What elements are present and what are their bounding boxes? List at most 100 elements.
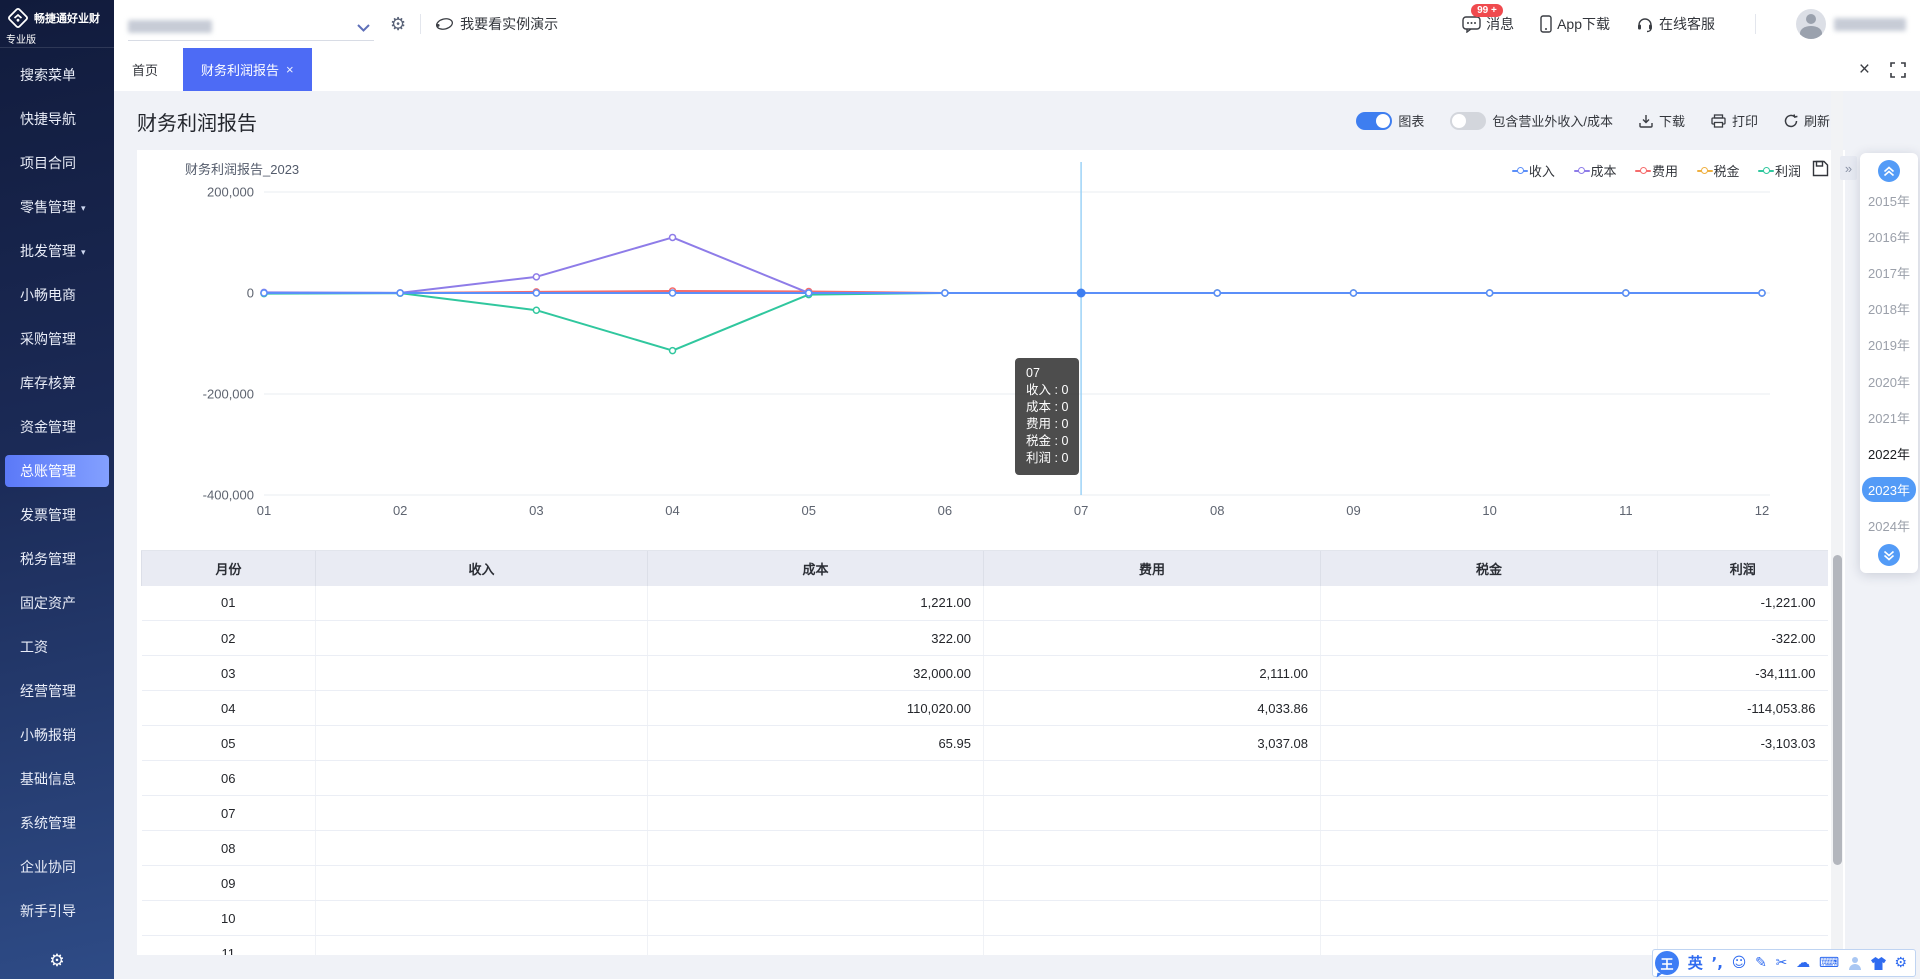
ime-settings-gear-icon[interactable]: ⚙ — [1894, 955, 1907, 971]
sidebar-item[interactable]: 工资 — [0, 625, 114, 669]
sidebar-item-label: 固定资产 — [20, 595, 76, 611]
legend-item[interactable]: 成本 — [1573, 161, 1616, 180]
svg-text:10: 10 — [1482, 503, 1496, 518]
ime-language-toggle[interactable]: 英 — [1687, 953, 1703, 972]
cell-cost — [647, 795, 984, 831]
sidebar-item[interactable]: 批发管理 ▾ — [0, 229, 114, 273]
legend-dot-marker — [1701, 167, 1709, 174]
close-all-tabs-icon[interactable]: × — [1858, 59, 1870, 80]
legend-label: 税金 — [1713, 164, 1740, 179]
sidebar-item-label: 批发管理 — [20, 243, 76, 259]
chart-toggle[interactable]: 图表 — [1356, 111, 1424, 130]
tabbar-tools: × — [1859, 48, 1906, 91]
sidebar-item-label: 企业协同 — [20, 859, 76, 875]
ime-logo-icon[interactable]: 王 — [1655, 951, 1679, 975]
ime-account-icon[interactable] — [1848, 956, 1862, 970]
download-button[interactable]: 下载 — [1639, 111, 1685, 130]
tab-close-icon[interactable]: × — [286, 62, 294, 77]
year-option[interactable]: 2016年 — [1868, 229, 1910, 245]
org-selector[interactable] — [128, 7, 374, 41]
print-button[interactable]: 打印 — [1711, 111, 1758, 130]
year-option[interactable]: 2021年 — [1868, 410, 1910, 426]
online-support-button[interactable]: 在线客服 — [1636, 14, 1715, 34]
sidebar-item[interactable]: 小畅报销 — [0, 713, 114, 757]
ime-clipboard-scissors-icon[interactable]: ✂ — [1775, 955, 1788, 971]
sidebar-item[interactable]: 资金管理 — [0, 405, 114, 449]
scrollbar-track[interactable] — [1831, 91, 1843, 979]
tooltip-row: 费用 : 0 — [1026, 417, 1069, 431]
scroll-years-down-button[interactable] — [1878, 544, 1900, 566]
tooltip-row: 利润 : 0 — [1026, 451, 1069, 465]
chart-legend: 收入 成本 费用 — [1512, 161, 1801, 180]
year-option[interactable]: 2023年 — [1862, 477, 1916, 503]
legend-item[interactable]: 税金 — [1696, 161, 1740, 180]
cell-expense: 3,037.08 — [983, 725, 1321, 761]
sidebar-item[interactable]: 搜索菜单 — [0, 53, 114, 97]
cell-profit — [1657, 795, 1828, 831]
sidebar-item[interactable]: 固定资产 — [0, 581, 114, 625]
sidebar-item-label: 搜索菜单 — [20, 67, 76, 83]
year-option[interactable]: 2019年 — [1868, 338, 1910, 354]
sidebar-item[interactable]: 零售管理 ▾ — [0, 185, 114, 229]
ime-cloud-icon[interactable]: ☁ — [1796, 955, 1811, 971]
legend-item[interactable]: 利润 — [1758, 161, 1801, 180]
demo-link[interactable]: 我要看实例演示 — [435, 14, 558, 34]
table-header-cell: 收入 — [315, 550, 648, 586]
sidebar-item[interactable]: 经营管理 — [0, 669, 114, 713]
ime-keyboard-icon[interactable]: ⌨ — [1818, 955, 1840, 971]
ime-punctuation-icon[interactable]: ’, — [1711, 953, 1723, 972]
table-row: 06 — [141, 760, 1828, 796]
tab[interactable]: 首页 — [114, 48, 183, 91]
fullscreen-icon[interactable] — [1890, 61, 1906, 78]
sidebar-item[interactable]: 基础信息 — [0, 757, 114, 801]
sidebar-item[interactable]: 总账管理 — [5, 455, 109, 487]
save-chart-icon[interactable] — [1812, 160, 1829, 177]
nonoperating-toggle-switch[interactable] — [1450, 111, 1487, 130]
sidebar-item[interactable]: 系统管理 — [0, 801, 114, 845]
ime-skin-shirt-icon[interactable] — [1870, 956, 1886, 970]
year-option[interactable]: 2015年 — [1868, 193, 1910, 209]
scrollbar-thumb[interactable] — [1832, 555, 1842, 865]
cell-cost — [647, 900, 984, 936]
chart-toggle-switch[interactable] — [1356, 111, 1393, 130]
ime-handwriting-icon[interactable]: ✎ — [1755, 955, 1767, 971]
avatar — [1796, 9, 1826, 39]
sidebar-item[interactable]: 企业协同 — [0, 845, 114, 889]
year-option[interactable]: 2017年 — [1868, 265, 1910, 281]
user-account[interactable] — [1796, 9, 1906, 39]
sidebar-item[interactable]: 库存核算 — [0, 361, 114, 405]
legend-item[interactable]: 费用 — [1635, 161, 1678, 180]
cell-cost: 322.00 — [647, 620, 984, 656]
app-download-button[interactable]: App下载 — [1540, 14, 1610, 34]
legend-item[interactable]: 收入 — [1512, 161, 1555, 180]
sidebar-item[interactable]: 项目合同 — [0, 141, 114, 185]
cell-income — [315, 620, 648, 656]
refresh-button[interactable]: 刷新 — [1784, 111, 1830, 130]
year-option[interactable]: 2024年 — [1868, 519, 1910, 535]
collapse-year-panel-icon[interactable]: » — [1840, 156, 1857, 180]
sidebar-settings-gear-icon[interactable]: ⚙ — [49, 951, 65, 971]
nonoperating-toggle[interactable]: 包含营业外收入/成本 — [1450, 111, 1613, 130]
tabbar: 首页 财务利润报告 × — [114, 48, 1920, 91]
cell-expense: 4,033.86 — [983, 690, 1321, 726]
legend-label: 收入 — [1528, 164, 1555, 179]
year-option[interactable]: 2018年 — [1868, 302, 1910, 318]
tab[interactable]: 财务利润报告 × — [183, 48, 312, 91]
sidebar-item[interactable]: 税务管理 — [0, 537, 114, 581]
settings-gear-icon[interactable]: ⚙ — [390, 13, 407, 35]
year-option[interactable]: 2020年 — [1868, 374, 1910, 390]
sidebar-item[interactable]: 新手引导 — [0, 889, 114, 933]
cell-profit: -34,111.00 — [1657, 655, 1828, 691]
sidebar-item[interactable]: 小畅电商 — [0, 273, 114, 317]
messages-button[interactable]: 99 + 消息 — [1462, 4, 1514, 34]
cell-profit: -114,053.86 — [1657, 690, 1828, 726]
sidebar-item[interactable]: 采购管理 — [0, 317, 114, 361]
sidebar-item[interactable]: 快捷导航 — [0, 97, 114, 141]
cell-month: 06 — [141, 760, 316, 796]
year-option[interactable]: 2022年 — [1868, 446, 1910, 462]
sidebar-item[interactable]: 发票管理 — [0, 493, 114, 537]
scroll-years-up-button[interactable] — [1878, 160, 1900, 182]
svg-text:03: 03 — [529, 503, 543, 518]
ime-emoji-icon[interactable]: ☺ — [1731, 955, 1747, 971]
